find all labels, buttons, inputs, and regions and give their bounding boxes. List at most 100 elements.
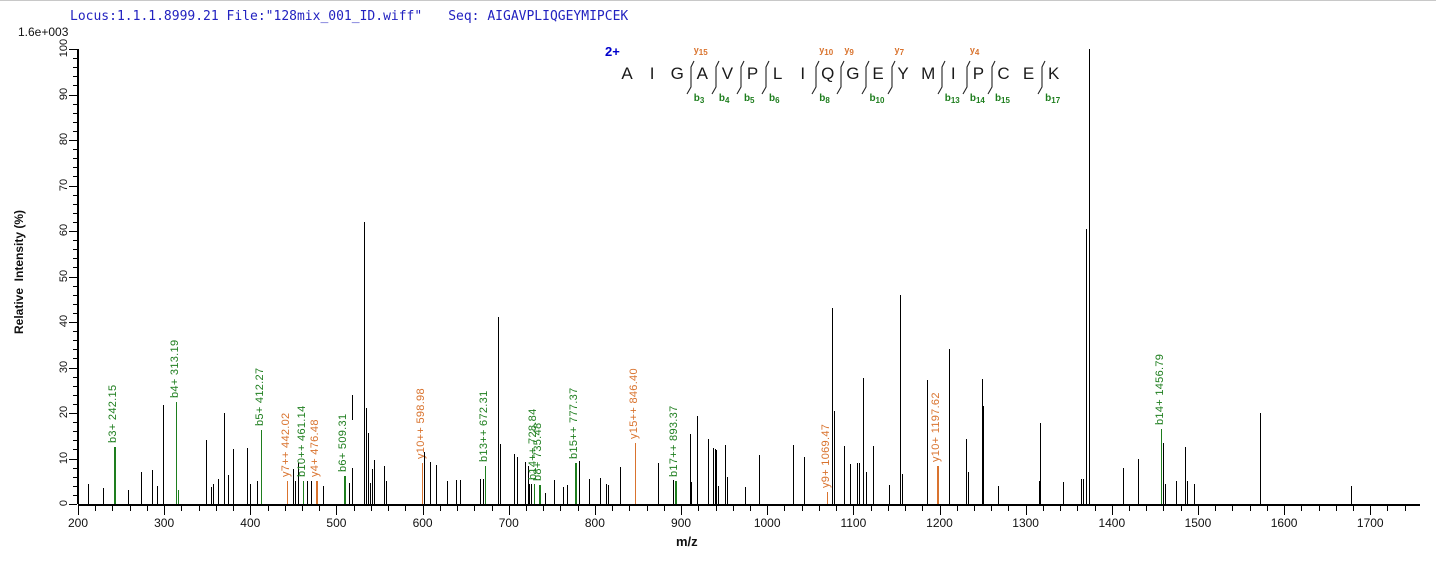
b-ion-marker-label: b8: [819, 93, 830, 105]
spectrum-peak: [163, 404, 165, 504]
x-tick-label: 1000: [753, 516, 781, 530]
b-ion-marker-label: b3: [693, 93, 705, 105]
labeled-peak: [937, 466, 939, 504]
x-minor-tick: [818, 506, 820, 511]
x-minor-tick: [698, 506, 700, 511]
x-minor-tick: [956, 506, 958, 511]
y-major-tick: [69, 185, 77, 187]
x-minor-tick: [905, 506, 907, 511]
y-minor-tick: [73, 121, 77, 123]
x-minor-tick: [1215, 506, 1217, 511]
spectrum-peak: [998, 486, 1000, 504]
spectrum-peak: [88, 483, 90, 504]
spectrum-peak: [257, 481, 259, 504]
y-minor-tick: [73, 440, 77, 442]
y-minor-tick: [73, 340, 77, 342]
y-ion-marker-label: y15: [693, 45, 708, 57]
y-major-tick: [69, 367, 77, 369]
y-minor-tick: [73, 431, 77, 433]
x-minor-tick: [836, 506, 838, 511]
spectrum-peak: [697, 416, 699, 504]
x-minor-tick: [922, 506, 924, 511]
y-minor-tick: [73, 58, 77, 60]
labeled-peak: [175, 401, 177, 504]
x-major-tick: [1370, 506, 1372, 515]
sequence-residue: E: [1022, 64, 1035, 83]
spectrum-peak: [385, 481, 387, 504]
spectrum-peak: [544, 492, 546, 504]
x-minor-tick: [973, 506, 975, 511]
spectrum-peak: [157, 486, 159, 504]
x-minor-tick: [284, 506, 286, 511]
sequence-residue: V: [721, 64, 734, 83]
sequence-residue: G: [846, 64, 860, 83]
sequence-residue: A: [621, 64, 633, 83]
spectrum-peak: [657, 463, 659, 504]
b-ion-peak-label: b13++ 672.31: [477, 390, 490, 462]
spectrum-peak: [981, 379, 983, 504]
sequence-residue: Y: [897, 64, 909, 83]
y-minor-tick: [73, 76, 77, 78]
x-major-tick: [767, 506, 769, 515]
sequence-residue: E: [872, 64, 884, 83]
x-minor-tick: [457, 506, 459, 511]
x-minor-tick: [1249, 506, 1251, 511]
spectrum-peak: [1122, 467, 1124, 504]
y-minor-tick: [73, 494, 77, 496]
labeled-peak: [1160, 428, 1163, 504]
spectrum-peak: [726, 476, 728, 504]
spectrum-peak: [531, 483, 533, 504]
y-minor-tick: [73, 303, 77, 305]
sequence-residue: A: [696, 64, 708, 83]
sequence-text: Seq: AIGAVPLIQGEYMIPCEK: [448, 9, 629, 24]
x-major-tick: [1111, 506, 1113, 515]
fragment-divider-mark: [987, 60, 996, 100]
x-axis-line: [78, 504, 1421, 506]
b-ion-marker-label: b10: [869, 93, 885, 105]
x-minor-tick: [1266, 506, 1268, 511]
spectrum-peak: [250, 483, 252, 504]
y-minor-tick: [73, 376, 77, 378]
sequence-residue: L: [772, 64, 783, 83]
spectrum-peak: [967, 472, 969, 504]
x-minor-tick: [1042, 506, 1044, 511]
x-tick-label: 200: [67, 516, 89, 530]
y-major-tick: [69, 504, 77, 505]
spectrum-peak: [371, 468, 373, 504]
spectrum-peak: [177, 490, 180, 504]
b-ion-peak-label: b4+ 313.19: [168, 339, 181, 398]
spectrum-peak: [459, 479, 461, 504]
x-major-tick: [250, 506, 252, 515]
spectrum-peak: [856, 463, 858, 504]
fragment-divider-mark: [811, 60, 820, 100]
y-tick-label: 0: [58, 499, 70, 507]
x-tick-label: 700: [498, 516, 519, 530]
y-ion-marker-label: y4: [969, 45, 980, 57]
spectrum-peak: [349, 482, 351, 504]
fragment-divider-mark: [686, 60, 695, 100]
y-minor-tick: [73, 194, 77, 196]
spectrum-peak: [849, 463, 851, 504]
spectrum-peak: [899, 294, 901, 504]
x-minor-tick: [1353, 506, 1355, 511]
x-minor-tick: [1060, 506, 1062, 511]
fragment-divider-mark: [836, 60, 845, 100]
x-major-tick: [1025, 506, 1027, 515]
fragment-divider-mark: [937, 60, 946, 100]
y-minor-tick: [73, 294, 77, 296]
spectrum-peak: [233, 449, 235, 504]
labeled-peak: [533, 483, 535, 504]
spectrum-peak: [902, 474, 904, 504]
x-major-tick: [422, 506, 424, 515]
b-ion-marker-label: b15: [994, 93, 1010, 105]
x-tick-label: 1700: [1356, 516, 1384, 530]
spectrum-peak: [866, 472, 868, 504]
x-tick-label: 1400: [1098, 516, 1126, 530]
x-tick-label: 900: [671, 516, 692, 530]
x-tick-label: 1600: [1270, 516, 1298, 530]
x-tick-label: 800: [584, 516, 605, 530]
fragment-divider-mark: [1037, 60, 1046, 100]
b-ion-peak-label: b6+ 509.31: [337, 413, 350, 472]
